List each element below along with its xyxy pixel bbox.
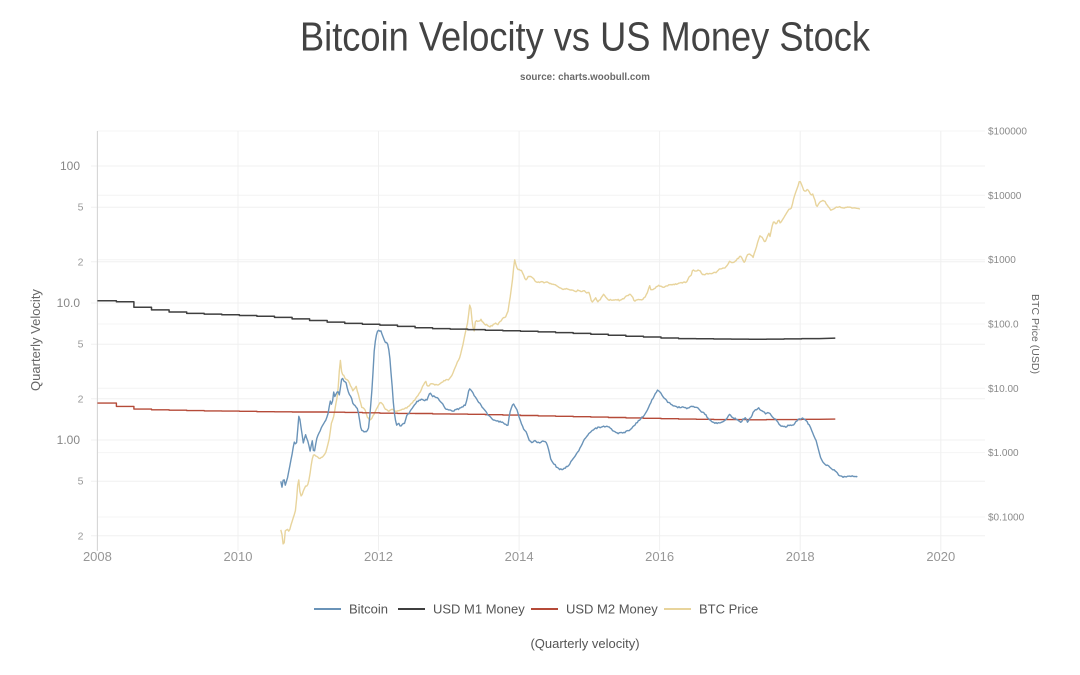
svg-text:source: charts.woobull.com: source: charts.woobull.com — [520, 71, 650, 83]
svg-text:5: 5 — [78, 202, 84, 214]
svg-text:2: 2 — [78, 530, 84, 542]
svg-text:100: 100 — [60, 159, 80, 173]
svg-text:$1000: $1000 — [988, 255, 1016, 266]
svg-text:2010: 2010 — [224, 549, 253, 564]
svg-text:5: 5 — [78, 476, 84, 488]
svg-text:$100.0: $100.0 — [988, 320, 1019, 331]
svg-text:$0.1000: $0.1000 — [988, 513, 1025, 524]
svg-text:USD M1 Money: USD M1 Money — [433, 602, 525, 617]
svg-text:BTC Price: BTC Price — [699, 602, 758, 617]
svg-text:10.0: 10.0 — [57, 296, 81, 310]
svg-text:2014: 2014 — [505, 549, 534, 564]
svg-text:$10.00: $10.00 — [988, 384, 1019, 395]
svg-text:2008: 2008 — [83, 549, 112, 564]
svg-text:USD M2 Money: USD M2 Money — [566, 602, 658, 617]
svg-text:Bitcoin Velocity vs US Money S: Bitcoin Velocity vs US Money Stock — [300, 14, 870, 60]
svg-text:BTC Price (USD): BTC Price (USD) — [1029, 294, 1041, 374]
svg-text:2: 2 — [78, 393, 84, 405]
svg-text:(Quarterly velocity): (Quarterly velocity) — [530, 636, 639, 651]
svg-text:Quarterly Velocity: Quarterly Velocity — [28, 289, 43, 391]
svg-text:1.00: 1.00 — [57, 433, 81, 447]
svg-text:2018: 2018 — [786, 549, 815, 564]
svg-text:5: 5 — [78, 339, 84, 351]
svg-text:2: 2 — [78, 256, 84, 268]
svg-text:$10000: $10000 — [988, 191, 1022, 202]
svg-text:2016: 2016 — [645, 549, 674, 564]
svg-text:2012: 2012 — [364, 549, 393, 564]
svg-text:2020: 2020 — [926, 549, 955, 564]
svg-text:Bitcoin: Bitcoin — [349, 602, 388, 617]
svg-text:$100000: $100000 — [988, 127, 1027, 138]
svg-text:$1.000: $1.000 — [988, 448, 1019, 459]
